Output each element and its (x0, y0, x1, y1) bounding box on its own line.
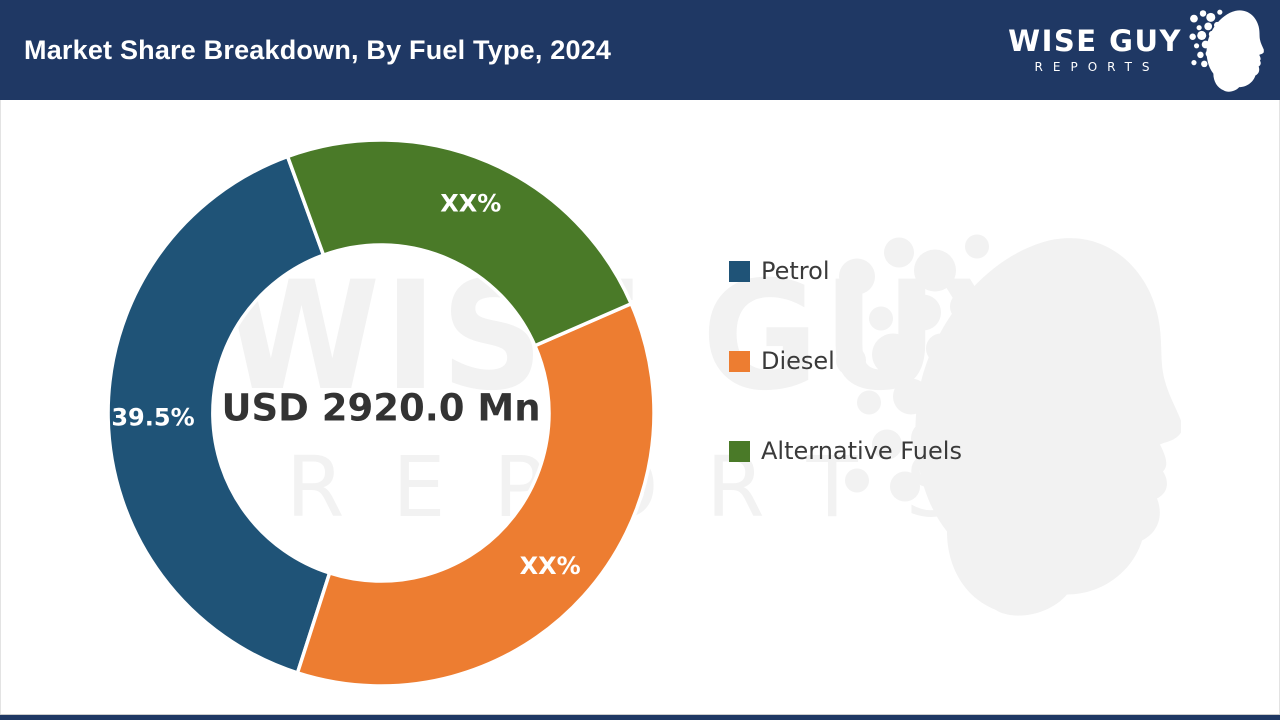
brand-subname: REPORTS (1034, 60, 1160, 74)
legend-item-diesel: Diesel (729, 347, 962, 375)
brand-name: WISE GUY (1008, 24, 1182, 58)
legend: Petrol Diesel Alternative Fuels (729, 257, 962, 465)
chart-area: WISE GUY REPORTS 39.5% XX% XX% USD 2920.0 … (0, 100, 1280, 714)
segment-value-label: XX% (520, 552, 581, 580)
donut-chart: 39.5% XX% XX% (106, 138, 656, 688)
donut-segment-diesel (295, 301, 656, 688)
legend-item-petrol: Petrol (729, 257, 962, 285)
legend-label-diesel: Diesel (761, 347, 835, 375)
header-bar: Market Share Breakdown, By Fuel Type, 20… (0, 0, 1280, 100)
donut-segment-petrol (106, 154, 332, 676)
page-title: Market Share Breakdown, By Fuel Type, 20… (24, 34, 612, 65)
watermark-face-icon (836, 234, 1181, 616)
segment-value-label: 39.5% (111, 403, 194, 431)
brand-logo-text: WISE GUY REPORTS (1008, 24, 1182, 74)
legend-swatch-petrol (729, 260, 750, 282)
footer-bar (0, 714, 1280, 720)
legend-swatch-diesel (729, 350, 750, 372)
legend-label-petrol: Petrol (761, 257, 830, 285)
brand-face-icon (1189, 9, 1264, 92)
legend-item-alternative-fuels: Alternative Fuels (729, 437, 962, 465)
legend-label-alternative-fuels: Alternative Fuels (761, 437, 962, 465)
brand-logo: WISE GUY REPORTS (1008, 7, 1266, 93)
donut-segment-alternative-fuels (285, 138, 634, 349)
legend-swatch-alternative-fuels (729, 440, 750, 462)
donut-center-value: USD 2920.0 Mn (221, 386, 541, 430)
segment-value-label: XX% (440, 189, 501, 217)
